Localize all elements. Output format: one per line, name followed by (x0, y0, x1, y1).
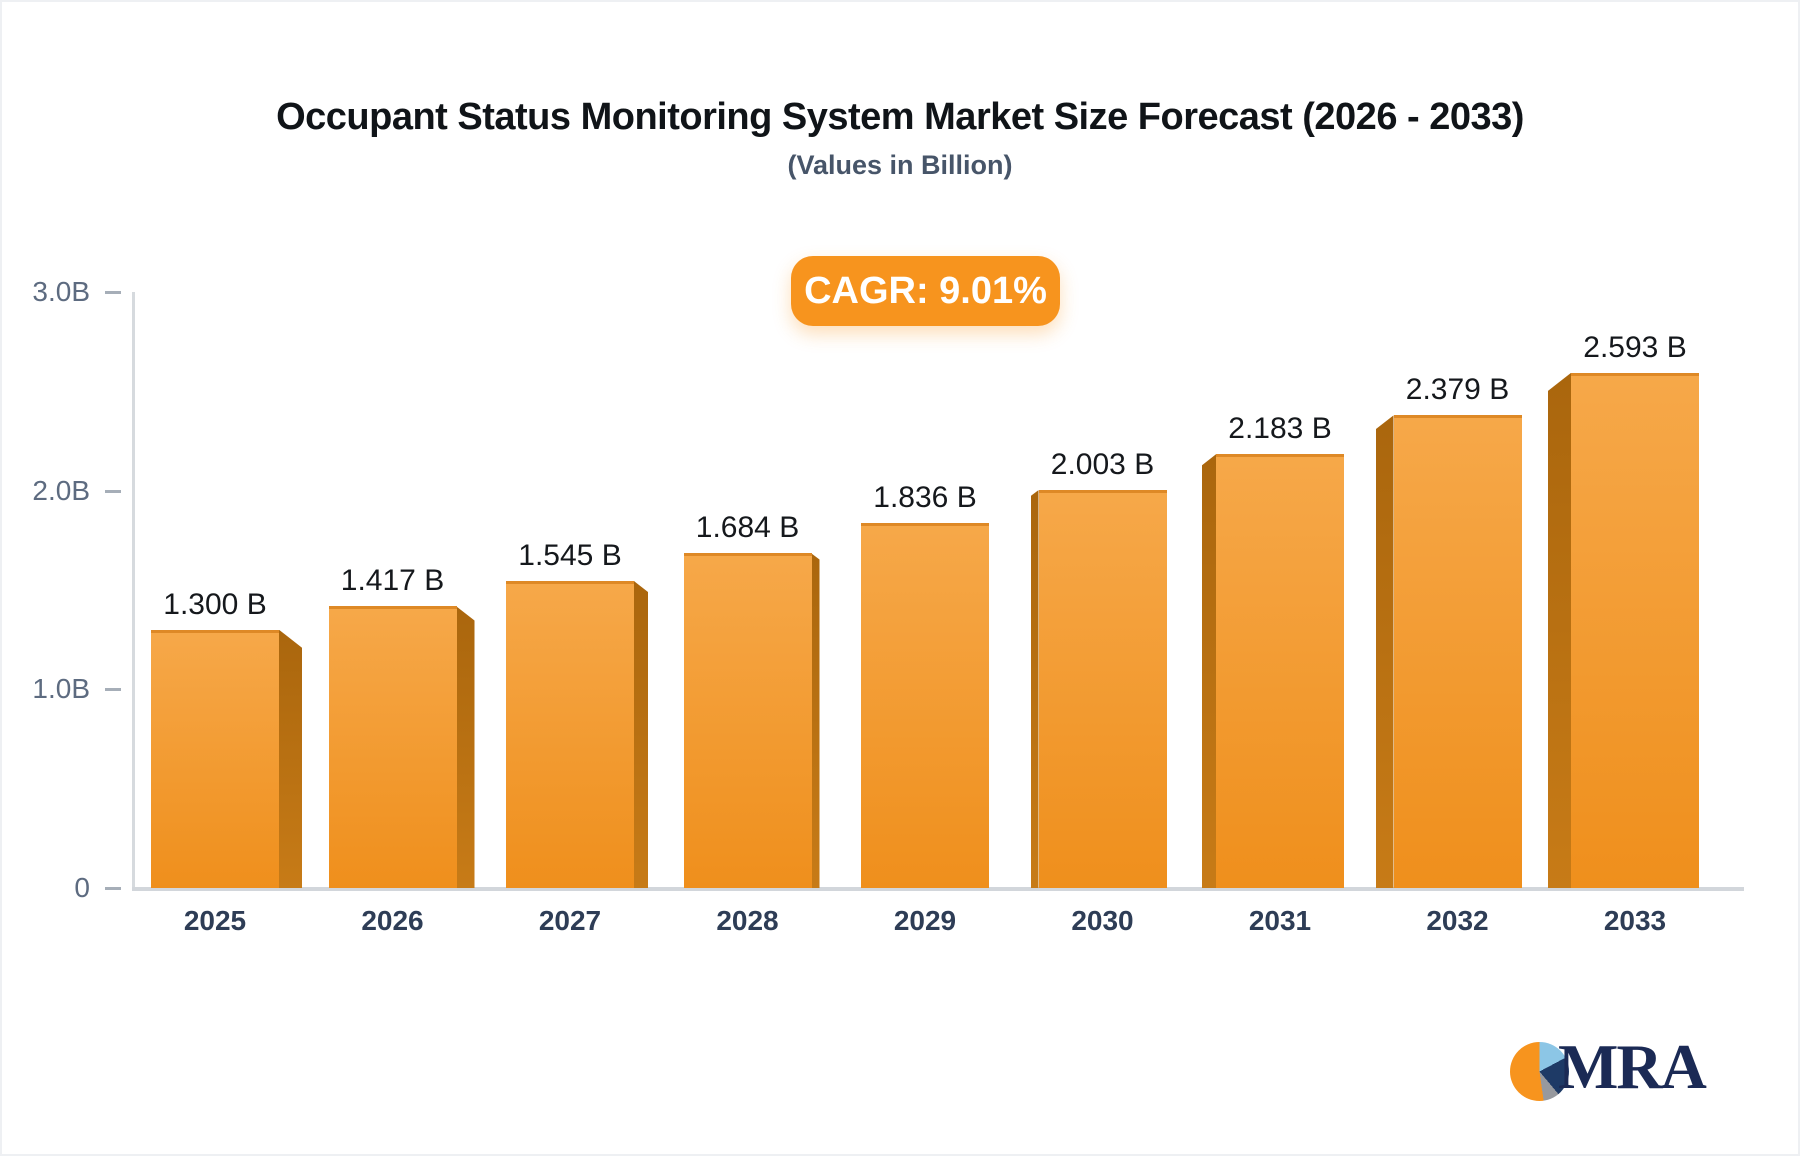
bar-face-2031 (1216, 454, 1344, 888)
bar-side-2030 (1030, 490, 1039, 888)
bar-value-label-2025: 1.300 B (163, 587, 267, 621)
y-tick-label: 1.0B (32, 673, 90, 705)
bar-side-2032 (1375, 415, 1394, 888)
y-tick (105, 887, 121, 890)
y-tick-label: 3.0B (32, 276, 90, 307)
bar-face-2026 (328, 606, 457, 888)
y-axis-line (132, 292, 135, 888)
brand-logo: MRA (1510, 1031, 1707, 1102)
bar-side-2031 (1202, 454, 1216, 888)
x-axis-line (132, 887, 1744, 891)
x-axis-label-2029: 2029 (893, 905, 957, 936)
x-axis-label-2032: 2032 (1426, 905, 1489, 936)
x-axis-label-2031: 2031 (1248, 905, 1312, 936)
bar-face-2027 (506, 581, 634, 888)
bar-side-2026 (456, 606, 475, 888)
bar-value-label-2028: 1.684 B (695, 511, 800, 545)
chart-title: Occupant Status Monitoring System Market… (276, 96, 1524, 138)
x-axis-label-2030: 2030 (1071, 905, 1134, 936)
x-axis-label-2033: 2033 (1603, 905, 1667, 936)
bar-value-label-2027: 1.545 B (518, 539, 622, 573)
bar-side-2027 (634, 581, 648, 888)
bar-value-label-2029: 1.836 B (873, 481, 977, 515)
y-tick (105, 291, 121, 294)
bar-value-label-2026: 1.417 B (340, 564, 445, 598)
bar-side-2028 (811, 553, 820, 888)
chart-subtitle: (Values in Billion) (787, 150, 1013, 180)
bar-face-2029 (861, 523, 989, 888)
bar-side-2033 (1548, 372, 1571, 888)
bar-value-label-2032: 2.379 B (1405, 373, 1510, 407)
y-tick (105, 489, 121, 493)
bar-value-label-2030: 2.003 B (1050, 448, 1155, 482)
bar-value-label-2033: 2.593 B (1583, 330, 1687, 364)
x-axis-label-2028: 2028 (716, 905, 779, 936)
bar-side-2025 (279, 629, 302, 888)
pie-chart-icon (1510, 1042, 1569, 1101)
brand-logo-text: MRA (1558, 1031, 1707, 1102)
bar-face-2025 (151, 629, 279, 888)
bar-face-2033 (1571, 372, 1699, 888)
x-axis-label-2026: 2026 (361, 905, 424, 936)
bar-face-2032 (1393, 415, 1522, 888)
bar-value-label-2031: 2.183 B (1228, 412, 1332, 446)
y-tick-label: 0 (74, 872, 90, 903)
y-tick (105, 688, 121, 692)
x-axis-label-2025: 2025 (183, 905, 247, 936)
y-tick-label: 2.0B (32, 474, 90, 506)
bar-face-2028 (683, 553, 812, 888)
x-axis-label-2027: 2027 (538, 905, 602, 936)
bar-face-2030 (1038, 490, 1167, 888)
cagr-badge: CAGR: 9.01% (791, 256, 1060, 326)
